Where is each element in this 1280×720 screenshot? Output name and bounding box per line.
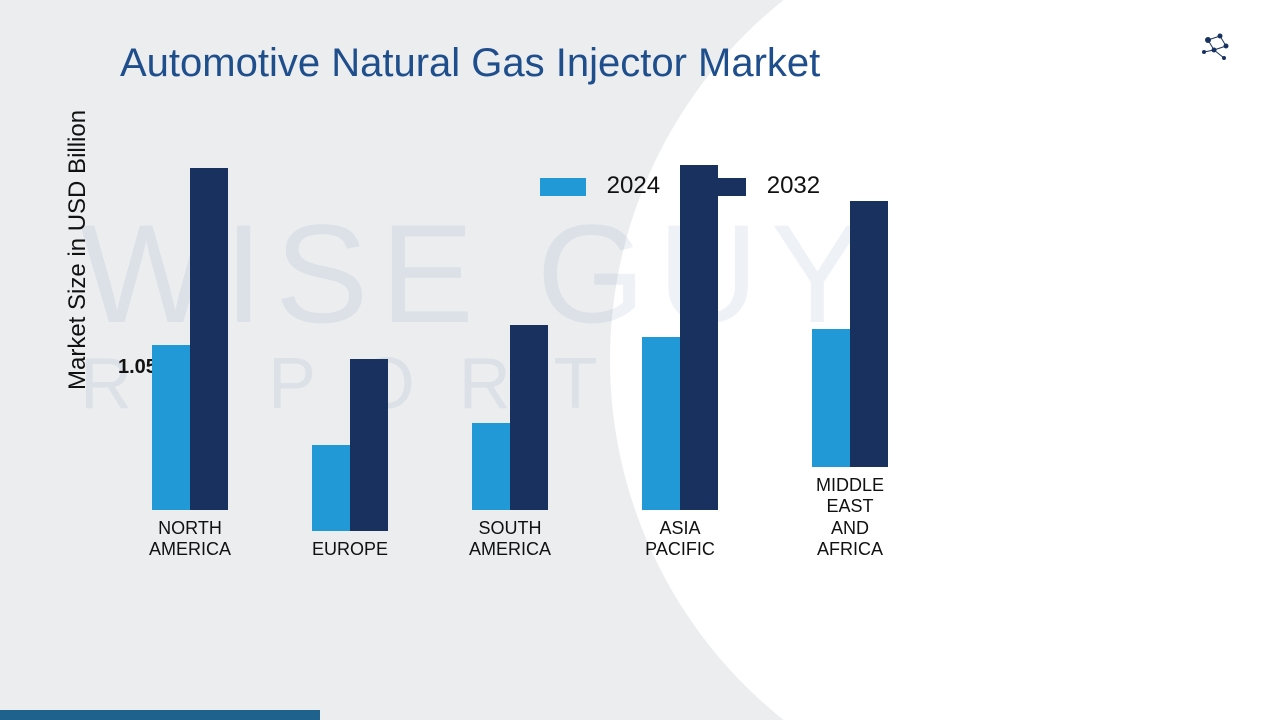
brand-line1: WISE GUY <box>986 28 1176 61</box>
y-axis-label: Market Size in USD Billion <box>64 110 92 390</box>
bar-2024 <box>812 329 850 467</box>
x-axis-label: SOUTHAMERICA <box>450 518 570 560</box>
bar-2032 <box>350 359 388 531</box>
x-axis-label: MIDDLEEASTANDAFRICA <box>790 475 910 560</box>
bar-2024 <box>312 445 350 531</box>
bar-group: SOUTHAMERICA <box>450 150 570 560</box>
chart-title: Automotive Natural Gas Injector Market <box>120 40 820 86</box>
brand-logo: WISE GUY R E P O R T S <box>986 20 1246 96</box>
bar-group: MIDDLEEASTANDAFRICA <box>790 107 910 560</box>
bar-2032 <box>190 168 228 509</box>
bar-2032 <box>850 201 888 467</box>
bar-2032 <box>510 325 548 510</box>
x-axis-label: ASIAPACIFIC <box>620 518 740 560</box>
bar-2024 <box>472 423 510 509</box>
bar-2024 <box>642 337 680 509</box>
head-icon <box>1186 20 1246 80</box>
brand-line2: R E P O R T S <box>986 80 1246 96</box>
bar-group: NORTHAMERICA <box>130 150 250 560</box>
report-card: WISE GUY R E P O R T S WISE GUY R E P O <box>0 0 1280 720</box>
bar-2024 <box>152 345 190 509</box>
x-axis-label: EUROPE <box>290 539 410 560</box>
plot-area: NORTHAMERICA EUROPE SOUTHAMERICA ASIAPACIFI… <box>120 200 940 560</box>
bar-2032 <box>680 165 718 509</box>
bar-group: EUROPE <box>290 171 410 560</box>
bar-group: ASIAPACIFIC <box>620 150 740 560</box>
bottom-accent-bar <box>0 710 320 720</box>
x-axis-label: NORTHAMERICA <box>130 518 250 560</box>
